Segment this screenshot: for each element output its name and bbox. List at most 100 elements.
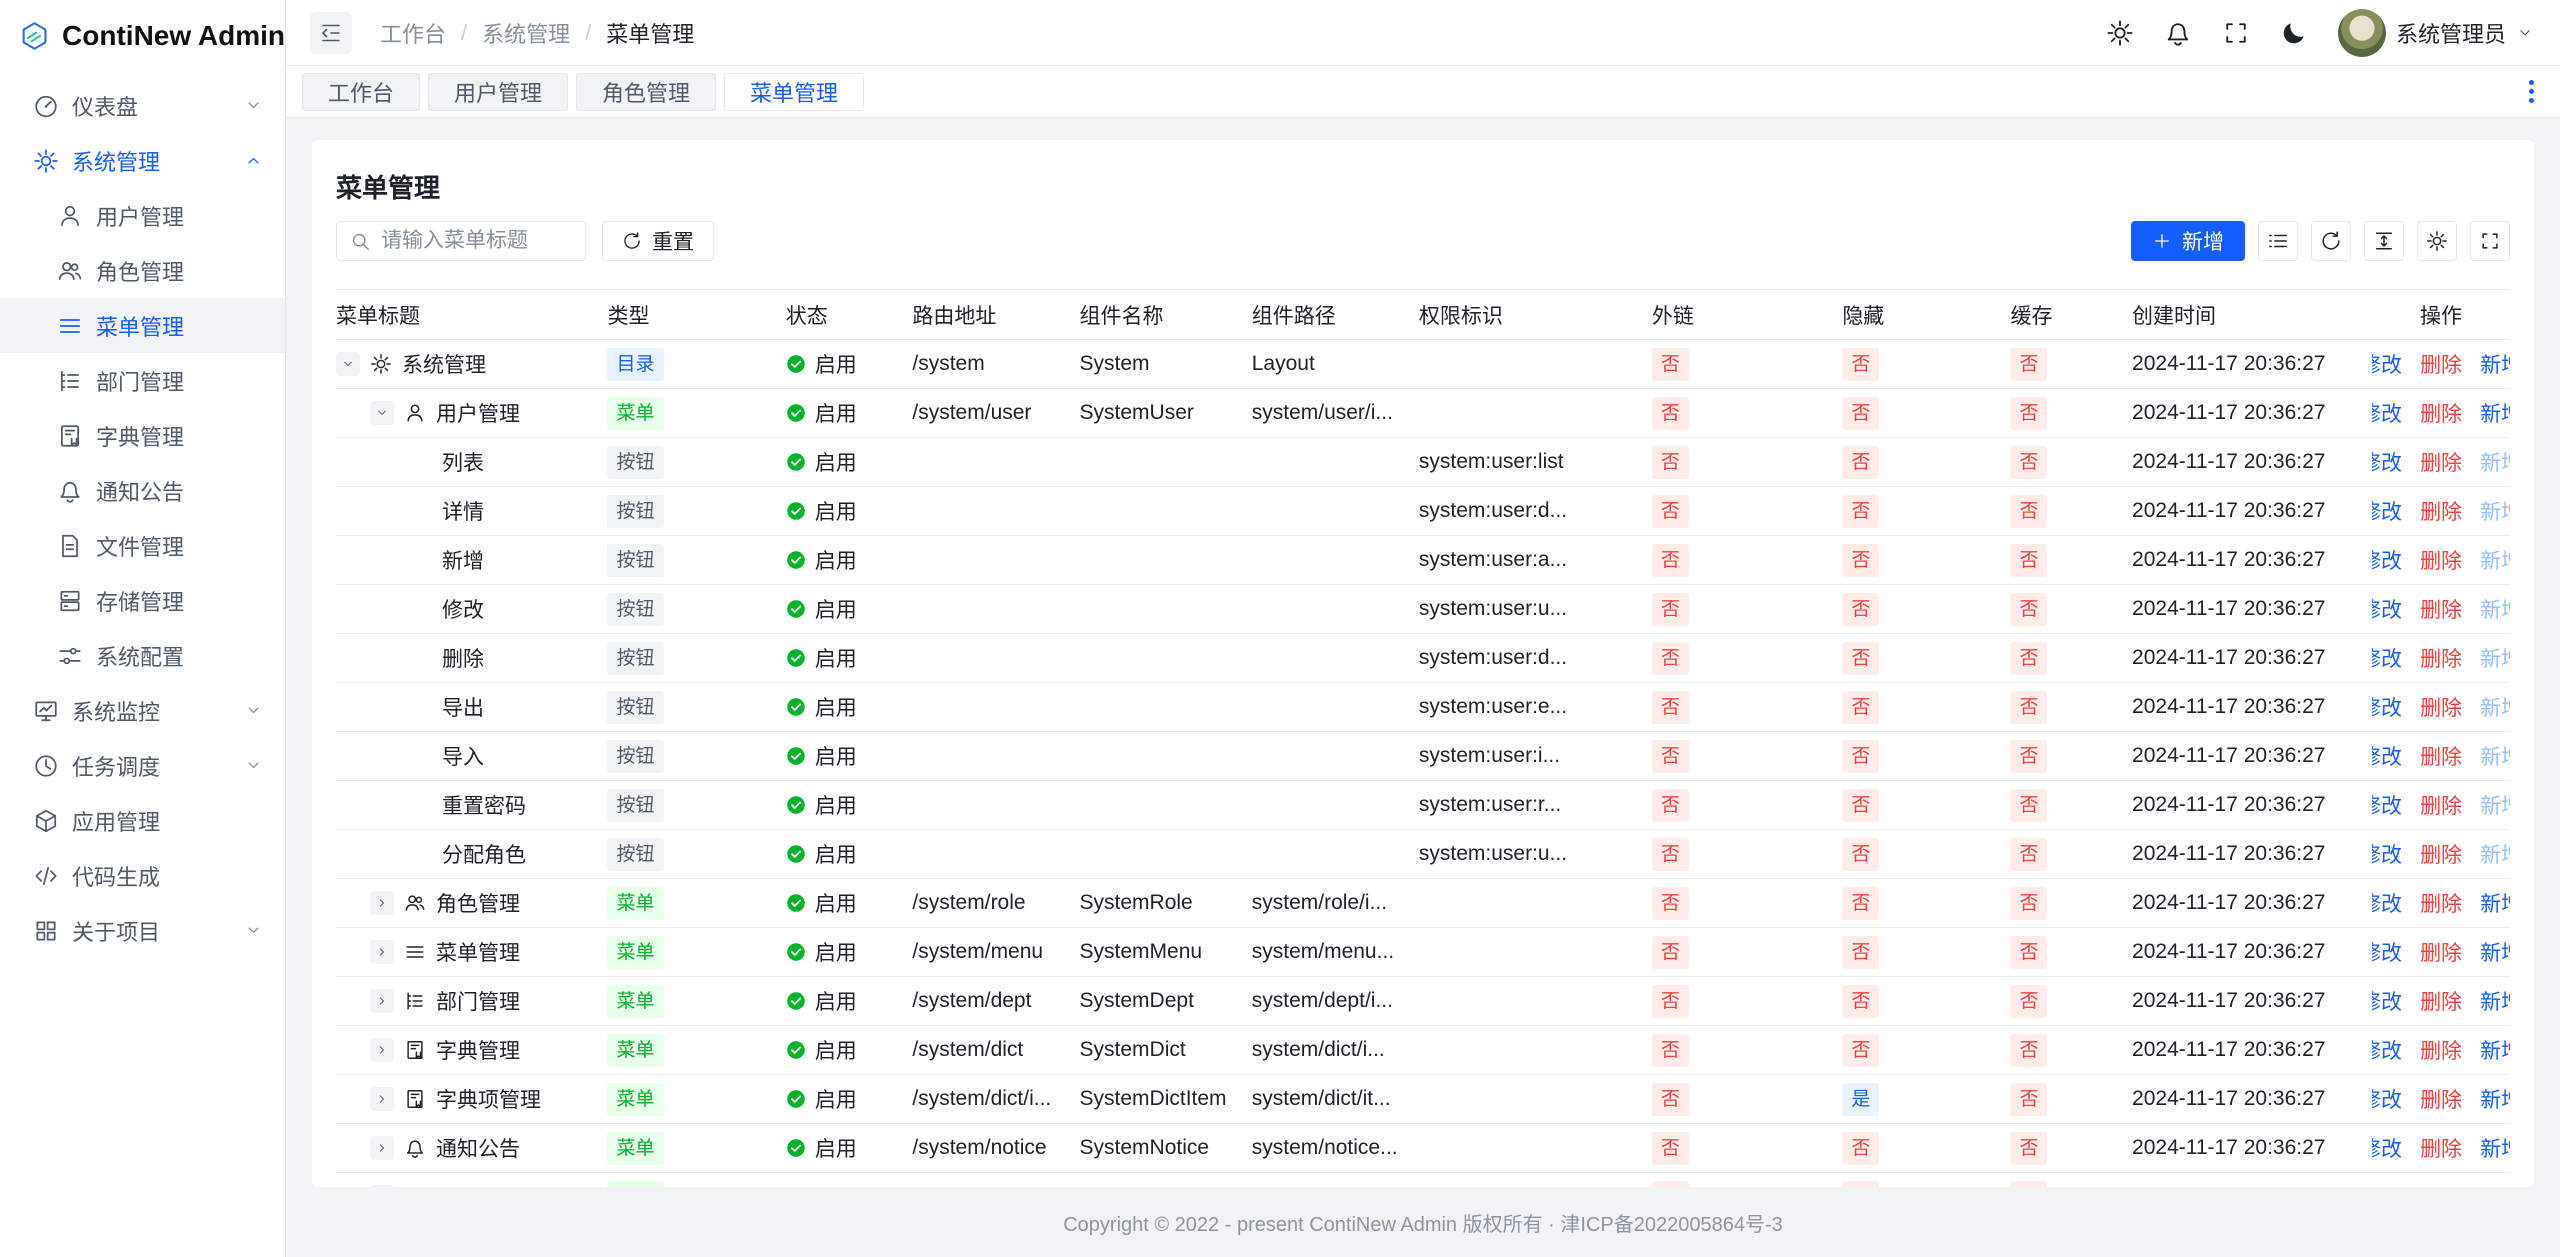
add-action: 新增	[2480, 741, 2510, 771]
sidebar-item-users[interactable]: 角色管理	[0, 243, 285, 298]
edit-action[interactable]: 修改	[2372, 594, 2402, 624]
tab-more-button[interactable]	[2519, 74, 2544, 109]
edit-action[interactable]: 修改	[2372, 1133, 2402, 1163]
edit-action[interactable]: 修改	[2372, 398, 2402, 428]
edit-action[interactable]: 修改	[2372, 888, 2402, 918]
breadcrumb-item[interactable]: 菜单管理	[606, 17, 694, 49]
delete-action[interactable]: 删除	[2420, 545, 2462, 575]
add-button[interactable]: 新增	[2131, 221, 2245, 261]
delete-action[interactable]: 删除	[2420, 594, 2462, 624]
sidebar-item-gear[interactable]: 系统管理	[0, 133, 285, 188]
edit-action[interactable]: 修改	[2372, 643, 2402, 673]
table-fullscreen-button[interactable]	[2470, 221, 2510, 261]
expand-toggle[interactable]	[370, 989, 394, 1013]
edit-action[interactable]: 修改	[2372, 496, 2402, 526]
sidebar-item-user[interactable]: 用户管理	[0, 188, 285, 243]
column-header: 权限标识	[1419, 290, 1652, 340]
table-row: 列表 按钮 启用 system:user:list 否 否 否 2024-11-…	[336, 438, 2510, 487]
tab-工作台[interactable]: 工作台	[302, 73, 420, 111]
sidebar-item-bell[interactable]: 通知公告	[0, 463, 285, 518]
edit-action[interactable]: 修改	[2372, 1035, 2402, 1065]
delete-action[interactable]: 删除	[2420, 937, 2462, 967]
delete-action[interactable]: 删除	[2420, 643, 2462, 673]
sidebar-item-storage[interactable]: 存储管理	[0, 573, 285, 628]
tab-菜单管理[interactable]: 菜单管理	[724, 73, 864, 111]
sidebar-item-about[interactable]: 关于项目	[0, 903, 285, 958]
sidebar-item-code[interactable]: 代码生成	[0, 848, 285, 903]
yes-no-badge: 否	[1652, 691, 1689, 724]
component-name	[1080, 634, 1252, 683]
add-action: 新增	[2480, 643, 2510, 673]
edit-action[interactable]: 修改	[2372, 986, 2402, 1016]
add-action[interactable]: 新增	[2480, 1084, 2510, 1114]
expand-toggle[interactable]	[336, 352, 360, 376]
edit-action[interactable]: 修改	[2372, 1084, 2402, 1114]
tab-角色管理[interactable]: 角色管理	[576, 73, 716, 111]
breadcrumb-item[interactable]: 工作台	[380, 17, 446, 49]
add-action[interactable]: 新增	[2480, 986, 2510, 1016]
delete-action[interactable]: 删除	[2420, 349, 2462, 379]
created-time: 2024-11-17 20:36:27	[2132, 634, 2372, 683]
delete-action[interactable]: 删除	[2420, 1133, 2462, 1163]
route-path	[912, 585, 1079, 634]
sidebar-item-dashboard[interactable]: 仪表盘	[0, 78, 285, 133]
delete-action[interactable]: 删除	[2420, 447, 2462, 477]
tab-用户管理[interactable]: 用户管理	[428, 73, 568, 111]
sidebar-item-dept[interactable]: 部门管理	[0, 353, 285, 408]
user-menu[interactable]: 系统管理员	[2338, 9, 2534, 57]
sidebar-item-app[interactable]: 应用管理	[0, 793, 285, 848]
menu-title: 系统管理	[402, 349, 486, 379]
delete-action[interactable]: 删除	[2420, 496, 2462, 526]
breadcrumb-item[interactable]: 系统管理	[482, 17, 570, 49]
notification-bell-icon[interactable]	[2164, 19, 2192, 47]
delete-action[interactable]: 删除	[2420, 398, 2462, 428]
dark-mode-moon-icon[interactable]	[2280, 19, 2308, 47]
expand-toggle[interactable]	[370, 1136, 394, 1160]
expand-toggle[interactable]	[370, 401, 394, 425]
edit-action[interactable]: 修改	[2372, 741, 2402, 771]
delete-action[interactable]: 删除	[2420, 1035, 2462, 1065]
sidebar-item-menu[interactable]: 菜单管理	[0, 298, 285, 353]
edit-action[interactable]: 修改	[2372, 692, 2402, 722]
add-action[interactable]: 新增	[2480, 888, 2510, 918]
sidebar-item-dict[interactable]: 字典管理	[0, 408, 285, 463]
type-badge: 菜单	[607, 1132, 663, 1165]
sidebar-item-config[interactable]: 系统配置	[0, 628, 285, 683]
expand-toggle[interactable]	[370, 1038, 394, 1062]
fullscreen-icon[interactable]	[2222, 19, 2250, 47]
delete-action[interactable]: 删除	[2420, 986, 2462, 1016]
delete-action[interactable]: 删除	[2420, 692, 2462, 722]
add-action[interactable]: 新增	[2480, 349, 2510, 379]
sidebar-item-file[interactable]: 文件管理	[0, 518, 285, 573]
column-settings-button[interactable]	[2417, 221, 2457, 261]
add-action[interactable]: 新增	[2480, 937, 2510, 967]
edit-action[interactable]: 修改	[2372, 839, 2402, 869]
edit-action[interactable]: 修改	[2372, 349, 2402, 379]
expand-toggle[interactable]	[370, 940, 394, 964]
delete-action[interactable]: 删除	[2420, 790, 2462, 820]
delete-action[interactable]: 删除	[2420, 1084, 2462, 1114]
edit-action[interactable]: 修改	[2372, 937, 2402, 967]
sidebar-collapse-button[interactable]	[310, 12, 352, 54]
list-view-button[interactable]	[2258, 221, 2298, 261]
delete-action[interactable]: 删除	[2420, 888, 2462, 918]
add-action[interactable]: 新增	[2480, 1035, 2510, 1065]
edit-action[interactable]: 修改	[2372, 447, 2402, 477]
sidebar-item-monitor[interactable]: 系统监控	[0, 683, 285, 738]
edit-action[interactable]: 修改	[2372, 790, 2402, 820]
delete-action[interactable]: 删除	[2420, 839, 2462, 869]
route-path: /system/file	[912, 1173, 1079, 1188]
settings-icon[interactable]	[2106, 19, 2134, 47]
row-height-button[interactable]	[2364, 221, 2404, 261]
add-action[interactable]: 新增	[2480, 1133, 2510, 1163]
sidebar-item-clock[interactable]: 任务调度	[0, 738, 285, 793]
table-refresh-button[interactable]	[2311, 221, 2351, 261]
add-action[interactable]: 新增	[2480, 398, 2510, 428]
edit-action[interactable]: 修改	[2372, 545, 2402, 575]
delete-action[interactable]: 删除	[2420, 741, 2462, 771]
bell-icon	[57, 478, 83, 504]
expand-toggle[interactable]	[370, 891, 394, 915]
expand-toggle[interactable]	[370, 1087, 394, 1111]
search-input[interactable]	[381, 229, 572, 253]
reset-button[interactable]: 重置	[602, 221, 714, 261]
